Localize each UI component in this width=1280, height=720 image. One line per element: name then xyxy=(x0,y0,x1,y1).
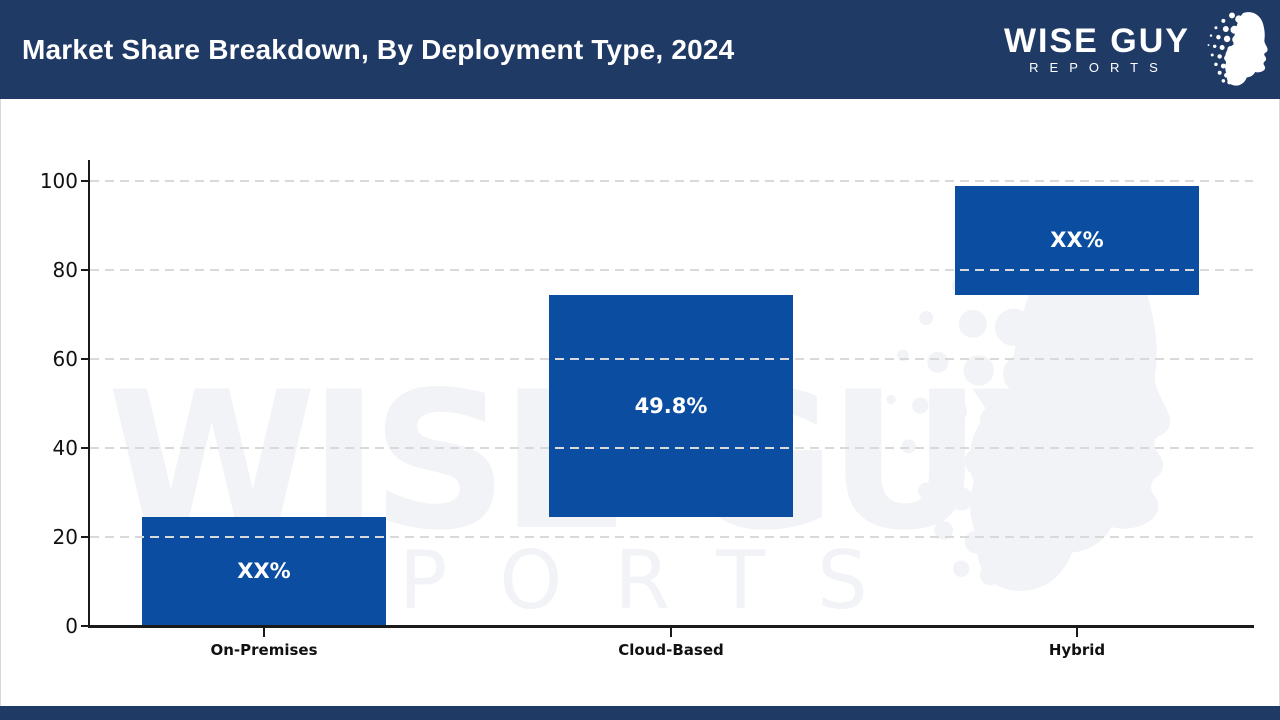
y-tick-label: 40 xyxy=(52,436,78,460)
x-tick-label-cloud-based: Cloud-Based xyxy=(618,641,724,659)
y-tick-mark xyxy=(81,358,90,360)
page-title: Market Share Breakdown, By Deployment Ty… xyxy=(22,33,735,65)
x-axis-line xyxy=(88,625,1254,628)
brand-name: WISE GUY xyxy=(1003,22,1190,61)
y-tick-label: 60 xyxy=(52,347,78,371)
y-tick-label: 0 xyxy=(65,614,78,638)
grid-line-y20 xyxy=(90,536,1253,538)
brand-logo-text: WISE GUY REPORTS xyxy=(1003,22,1190,75)
grid-line-y40 xyxy=(90,447,1253,449)
bar-value-label: XX% xyxy=(1050,228,1104,253)
x-tick-mark xyxy=(670,628,672,637)
brand-face-icon xyxy=(1207,11,1268,86)
header-bar: Market Share Breakdown, By Deployment Ty… xyxy=(0,0,1280,99)
x-tick-label-hybrid: Hybrid xyxy=(1048,641,1106,659)
y-tick-mark xyxy=(81,447,90,449)
brand-subname: REPORTS xyxy=(1029,59,1169,75)
bar-cloud-based: 49.8% xyxy=(549,294,793,517)
bar-on-premises: XX% xyxy=(142,516,386,626)
y-tick-mark xyxy=(81,625,90,627)
y-tick-label: 80 xyxy=(52,258,78,282)
grid-line-y80 xyxy=(90,269,1253,271)
footer-bar xyxy=(0,706,1280,720)
y-tick-mark xyxy=(81,269,90,271)
x-tick-label-on-premises: On-Premises xyxy=(210,641,318,659)
y-tick-label: 20 xyxy=(52,525,78,549)
y-tick-label: 100 xyxy=(39,169,78,193)
brand-logo: WISE GUY REPORTS xyxy=(1004,0,1270,99)
grid-line-y60 xyxy=(90,358,1253,360)
y-axis-line xyxy=(88,160,90,627)
x-tick-mark xyxy=(263,628,265,637)
y-tick-mark xyxy=(81,180,90,182)
bar-value-label: XX% xyxy=(237,559,291,584)
bar-value-label: 49.8% xyxy=(634,393,708,418)
bar-hybrid: XX% xyxy=(955,185,1199,295)
grid-line-y100 xyxy=(90,180,1253,182)
y-tick-mark xyxy=(81,536,90,538)
x-tick-mark xyxy=(1076,628,1078,637)
